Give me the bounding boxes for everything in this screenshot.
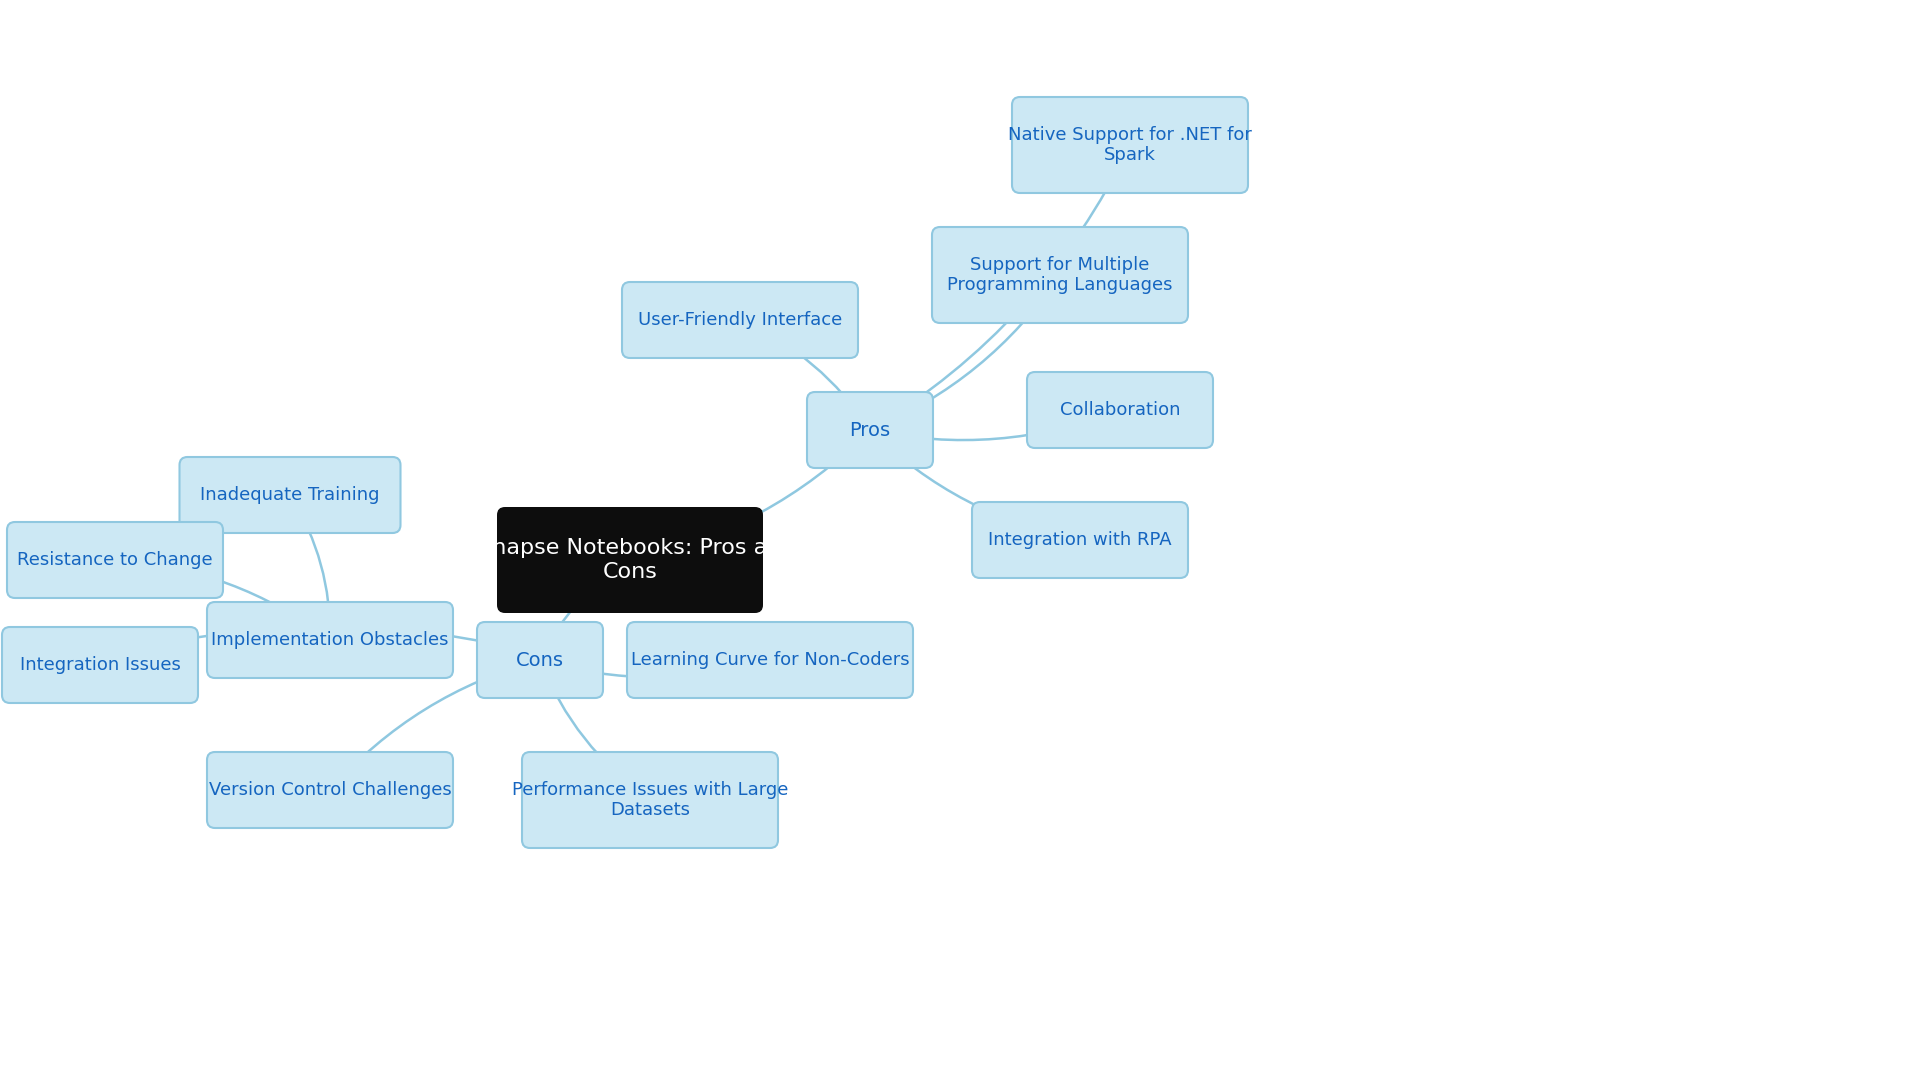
FancyBboxPatch shape (972, 503, 1188, 578)
Text: Version Control Challenges: Version Control Challenges (209, 781, 451, 799)
FancyBboxPatch shape (1027, 371, 1213, 448)
FancyBboxPatch shape (476, 622, 603, 699)
FancyBboxPatch shape (806, 392, 933, 468)
Text: Synapse Notebooks: Pros and
Cons: Synapse Notebooks: Pros and Cons (465, 538, 795, 582)
Text: Learning Curve for Non-Coders: Learning Curve for Non-Coders (630, 651, 910, 669)
Text: Resistance to Change: Resistance to Change (17, 551, 213, 569)
Text: Native Support for .NET for
Spark: Native Support for .NET for Spark (1008, 126, 1252, 165)
FancyBboxPatch shape (207, 602, 453, 678)
Text: Inadequate Training: Inadequate Training (200, 486, 380, 504)
FancyBboxPatch shape (931, 227, 1188, 323)
Text: Integration Issues: Integration Issues (19, 656, 180, 674)
FancyBboxPatch shape (207, 752, 453, 828)
Text: Cons: Cons (516, 651, 564, 669)
Text: Integration with RPA: Integration with RPA (989, 531, 1171, 549)
FancyBboxPatch shape (8, 522, 223, 598)
Text: Pros: Pros (849, 420, 891, 440)
FancyBboxPatch shape (1012, 97, 1248, 193)
FancyBboxPatch shape (497, 507, 762, 613)
FancyBboxPatch shape (179, 457, 401, 533)
Text: Collaboration: Collaboration (1060, 401, 1181, 419)
Text: Support for Multiple
Programming Languages: Support for Multiple Programming Languag… (947, 256, 1173, 295)
Text: Implementation Obstacles: Implementation Obstacles (211, 631, 449, 649)
FancyBboxPatch shape (522, 752, 778, 848)
FancyBboxPatch shape (628, 622, 914, 699)
Text: User-Friendly Interface: User-Friendly Interface (637, 311, 843, 329)
FancyBboxPatch shape (2, 627, 198, 703)
Text: Performance Issues with Large
Datasets: Performance Issues with Large Datasets (513, 781, 789, 820)
FancyBboxPatch shape (622, 282, 858, 358)
